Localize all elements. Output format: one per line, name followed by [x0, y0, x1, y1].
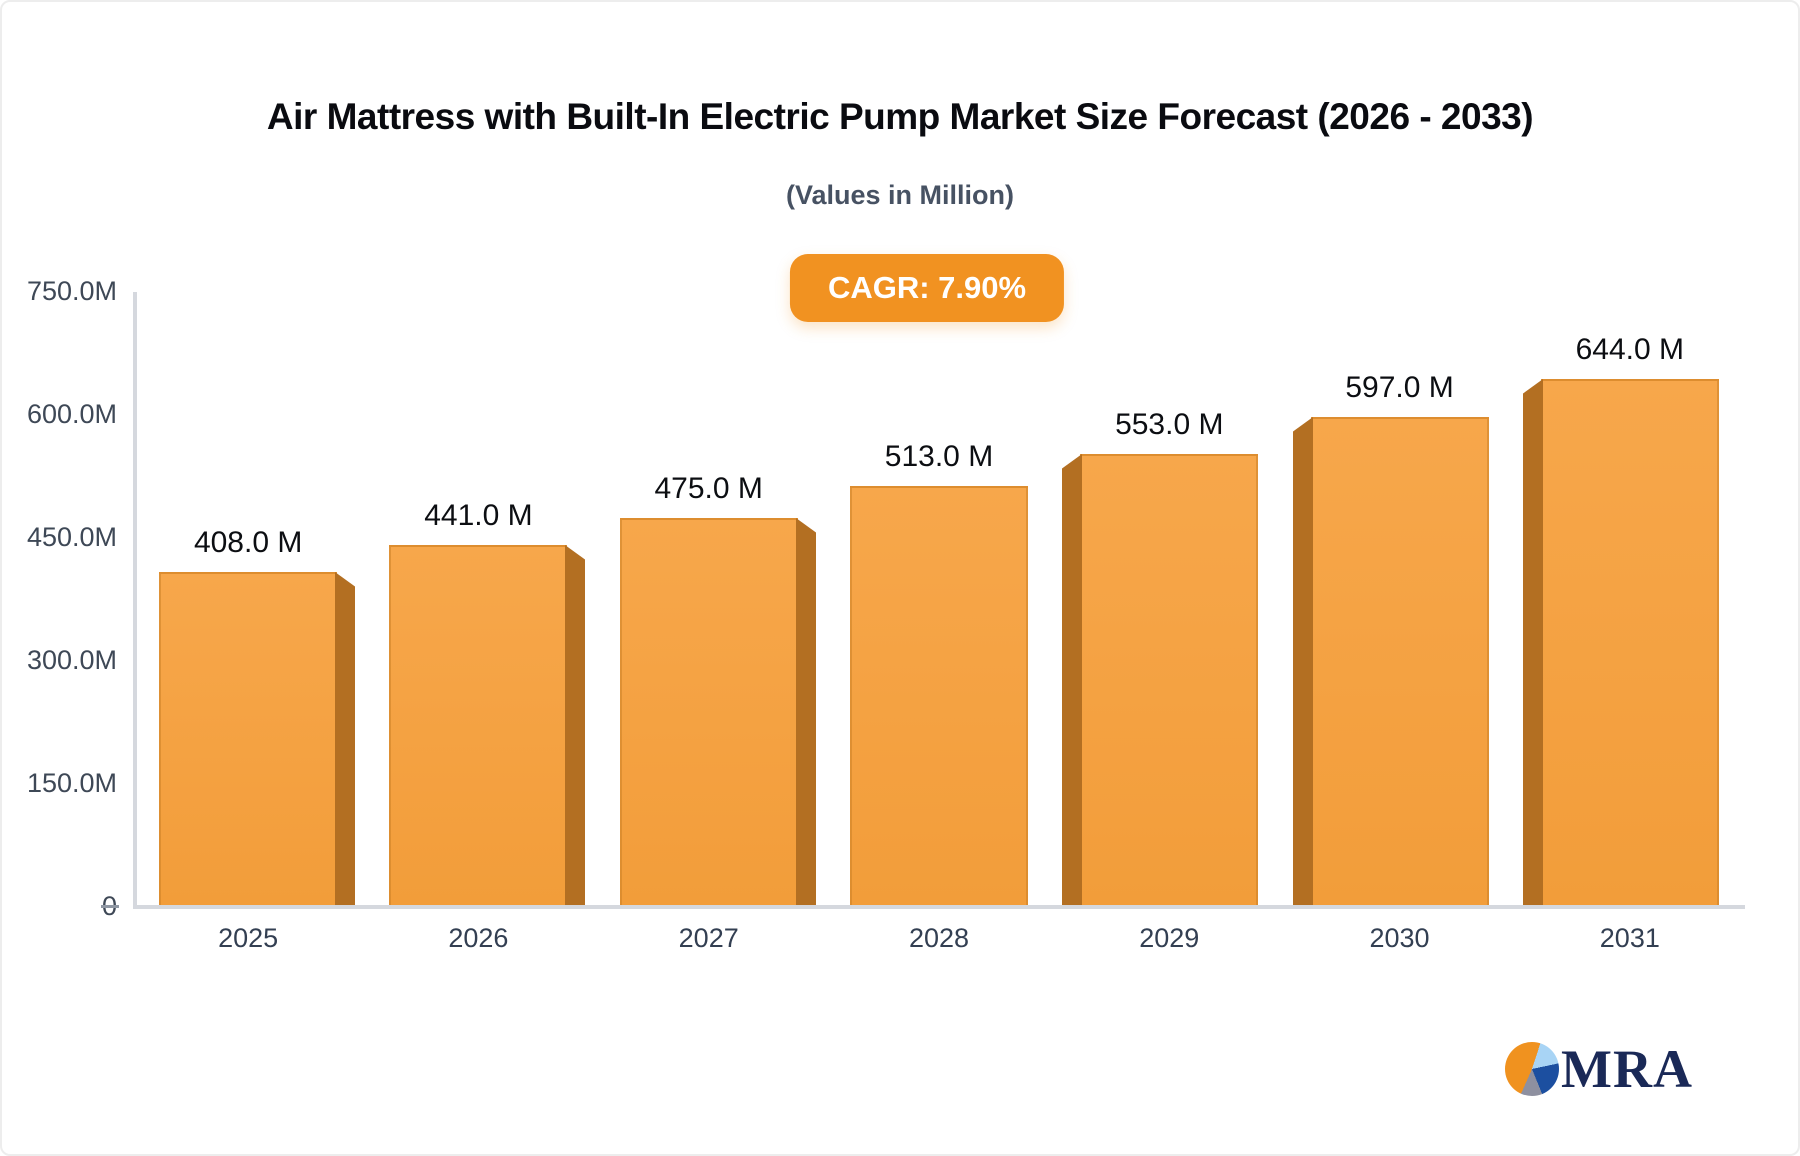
bar — [159, 572, 356, 907]
bar — [389, 545, 586, 907]
logo-text: MRA — [1561, 1039, 1693, 1099]
x-axis-labels: 2025 2026 2027 2028 2029 2030 2031 — [133, 923, 1745, 954]
y-tick-label: 450.0M — [26, 522, 117, 552]
x-tick-label: 2025 — [218, 923, 279, 953]
cagr-badge: CAGR: 7.90% — [789, 254, 1065, 322]
bar-group: 597.0 M — [1284, 292, 1514, 907]
chart-title: Air Mattress with Built-In Electric Pump… — [266, 96, 1534, 137]
mra-logo: MRA — [1505, 1042, 1693, 1096]
y-tick-label: 600.0M — [26, 399, 117, 429]
bar-value-label: 553.0 M — [1115, 407, 1224, 441]
bar — [1292, 417, 1489, 907]
y-tick-label: 750.0M — [26, 276, 117, 306]
chart-subtitle: (Values in Million) — [785, 180, 1015, 210]
bar-3d-side — [565, 545, 586, 907]
bar — [1062, 453, 1259, 907]
y-axis-line — [133, 292, 137, 907]
bar-group: 475.0 M — [594, 292, 824, 907]
bar-3d-side — [335, 572, 356, 907]
bar — [1522, 378, 1719, 907]
bar-value-label: 597.0 M — [1345, 371, 1454, 405]
bars: 408.0 M 441.0 M 475.0 M 513.0 M 553.0 M 597.0… — [133, 292, 1745, 907]
bar-group: 513.0 M — [824, 292, 1054, 907]
x-tick-label: 2027 — [678, 923, 739, 953]
bar-3d-side — [1062, 453, 1083, 907]
bar-3d-side — [1522, 378, 1543, 907]
pie-chart-logo-icon — [1505, 1042, 1559, 1096]
x-tick-label: 2030 — [1369, 923, 1430, 953]
bar-value-label: 441.0 M — [424, 499, 533, 533]
x-tick-label: 2031 — [1599, 923, 1660, 953]
y-tick-label: 150.0M — [26, 768, 117, 798]
bar-value-label: 513.0 M — [884, 440, 994, 474]
bar-value-label: 408.0 M — [193, 526, 303, 560]
bar-group: 553.0 M — [1054, 292, 1284, 907]
bar — [619, 517, 816, 907]
bar — [849, 486, 1028, 907]
bar-value-label: 475.0 M — [654, 471, 763, 505]
x-tick-label: 2028 — [908, 923, 970, 953]
x-tick-label: 2029 — [1139, 923, 1200, 953]
y-tick-label: 300.0M — [26, 645, 117, 675]
x-tick-label: 2026 — [448, 923, 509, 953]
bar-group: 441.0 M — [363, 292, 593, 907]
bar-3d-side — [795, 517, 816, 907]
bar-3d-side — [1292, 417, 1313, 907]
bar-group: 644.0 M — [1515, 292, 1745, 907]
zero-tick-mark — [101, 905, 119, 908]
bar-value-label: 644.0 M — [1575, 332, 1685, 366]
bar-group: 408.0 M — [133, 292, 363, 907]
x-axis-line — [133, 905, 1745, 909]
